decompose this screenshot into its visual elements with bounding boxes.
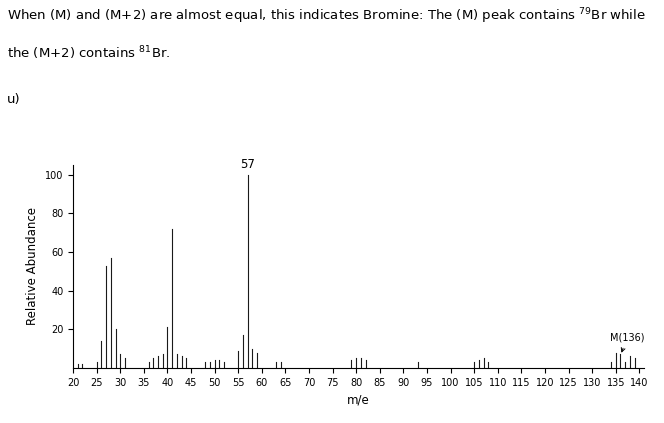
Text: u): u)	[7, 93, 21, 106]
Text: 57: 57	[240, 158, 255, 171]
Text: the (M+2) contains $^{81}$Br.: the (M+2) contains $^{81}$Br.	[7, 44, 170, 62]
Text: M(136): M(136)	[610, 333, 644, 352]
Text: When (M) and (M+2) are almost equal, this indicates Bromine: The (M) peak contai: When (M) and (M+2) are almost equal, thi…	[7, 6, 645, 26]
Y-axis label: Relative Abundance: Relative Abundance	[27, 208, 39, 325]
X-axis label: m/e: m/e	[347, 393, 370, 406]
